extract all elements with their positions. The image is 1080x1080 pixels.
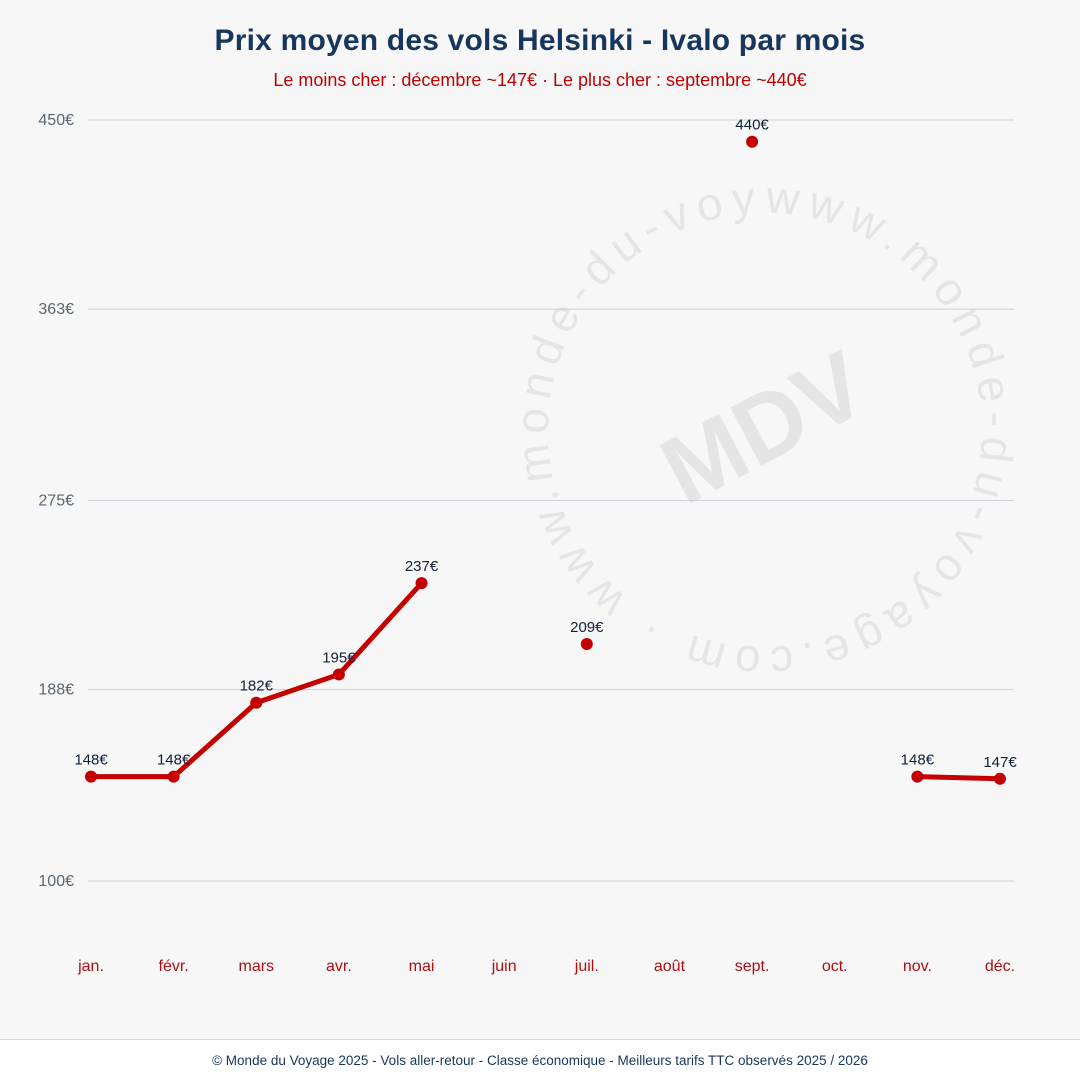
point-label: 148€ (901, 752, 935, 769)
price-line-chart: www.monde-du-voyage.com · www.monde-du-v… (0, 0, 1017, 975)
x-tick-label: août (654, 958, 686, 975)
x-tick-label: mars (238, 958, 274, 975)
footer-text: © Monde du Voyage 2025 - Vols aller-reto… (212, 1052, 868, 1068)
x-tick-label: déc. (985, 958, 1015, 975)
point-label: 148€ (157, 752, 191, 769)
x-tick-label: juil. (574, 958, 599, 975)
data-point (250, 696, 263, 709)
page-subtitle: Le moins cher : décembre ~147€ · Le plus… (273, 70, 807, 90)
point-label: 237€ (405, 558, 439, 575)
data-point (580, 638, 593, 651)
data-point (332, 668, 345, 681)
point-label: 148€ (74, 752, 108, 769)
data-point (994, 772, 1006, 785)
watermark-center-text: MDV (645, 330, 884, 525)
x-tick-label: juin (491, 958, 517, 975)
point-label: 182€ (240, 678, 274, 695)
y-tick-label: 188€ (38, 682, 74, 699)
y-tick-label: 100€ (38, 873, 74, 890)
price-line (914, 774, 1003, 782)
point-label: 195€ (322, 649, 356, 666)
y-tick-label: 363€ (38, 301, 74, 318)
watermark: www.monde-du-voyage.com · www.monde-du-v… (0, 0, 1016, 689)
point-label: 440€ (735, 117, 769, 134)
x-tick-label: févr. (159, 958, 189, 975)
point-label: 147€ (983, 754, 1017, 771)
chart-header: Prix moyen des vols Helsinki - Ivalo par… (0, 0, 1080, 91)
x-tick-label: sept. (735, 958, 770, 975)
data-point (746, 135, 759, 148)
data-point (167, 770, 180, 783)
footer: © Monde du Voyage 2025 - Vols aller-reto… (0, 1039, 1080, 1080)
x-tick-label: avr. (326, 958, 352, 975)
x-tick-label: mai (409, 958, 435, 975)
y-tick-label: 450€ (38, 112, 74, 129)
watermark-circle-text: www.monde-du-voyage.com · www.monde-du-v… (0, 0, 1016, 689)
page-title: Prix moyen des vols Helsinki - Ivalo par… (214, 24, 866, 57)
data-point (415, 577, 428, 590)
data-point (85, 770, 97, 783)
x-tick-label: jan. (77, 958, 104, 975)
x-tick-label: oct. (822, 958, 848, 975)
y-tick-label: 275€ (38, 493, 74, 510)
x-tick-label: nov. (903, 958, 932, 975)
point-label: 209€ (570, 619, 604, 636)
data-point (911, 770, 924, 783)
